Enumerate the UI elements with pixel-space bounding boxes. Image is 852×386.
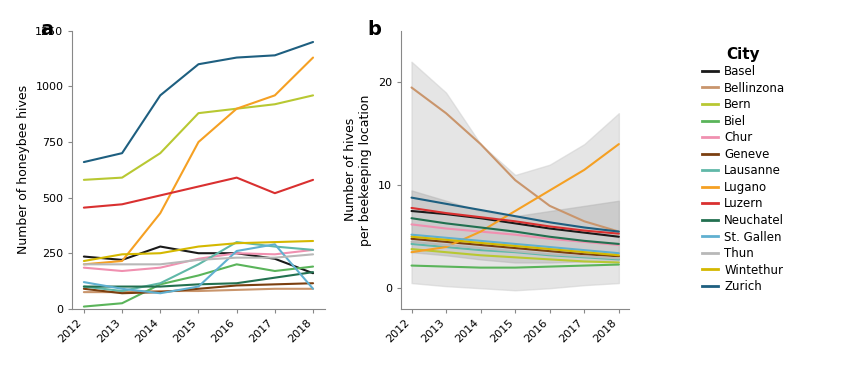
Text: a: a [40, 20, 53, 39]
Text: b: b [367, 20, 381, 39]
Y-axis label: Number of hives
per beekeeping location: Number of hives per beekeeping location [344, 94, 372, 245]
Y-axis label: Number of honeybee hives: Number of honeybee hives [17, 85, 30, 254]
Legend: Basel, Bellinzona, Bern, Biel, Chur, Geneve, Lausanne, Lugano, Luzern, Neuchatel: Basel, Bellinzona, Bern, Biel, Chur, Gen… [702, 47, 786, 293]
